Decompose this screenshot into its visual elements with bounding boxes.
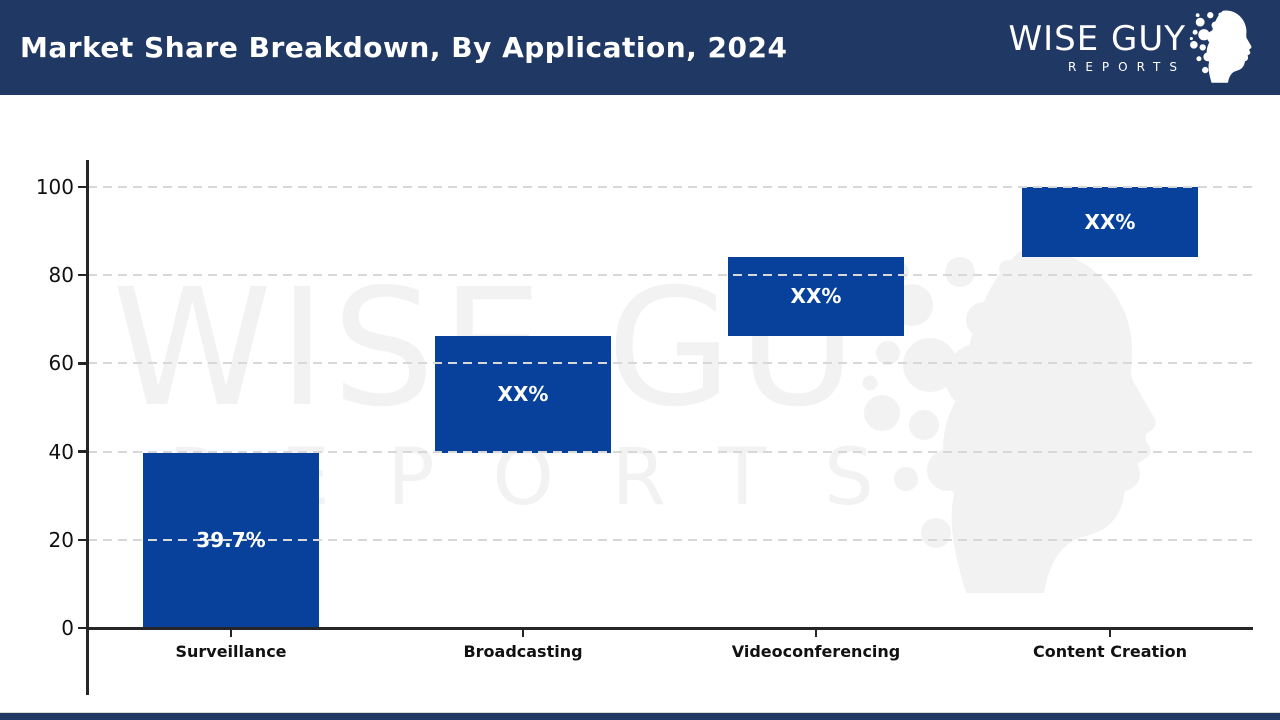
bar: [728, 256, 904, 336]
brand-subtitle: REPORTS: [1067, 59, 1186, 74]
y-axis-line: [86, 160, 89, 695]
watermark-head-icon: [862, 249, 1156, 593]
brand-text: WISE GUY REPORTS: [1008, 22, 1186, 74]
y-tick-mark: [78, 538, 86, 541]
y-tick-label: 0: [61, 616, 74, 640]
bar-value-label: XX%: [790, 284, 842, 309]
x-tick-label: Broadcasting: [463, 642, 583, 661]
y-tick-label: 20: [48, 527, 74, 552]
x-tick-mark: [521, 629, 525, 637]
y-tick-mark: [78, 626, 86, 630]
y-tick-mark: [78, 362, 86, 365]
x-tick-mark: [229, 629, 233, 637]
page-title: Market Share Breakdown, By Application, …: [20, 31, 788, 64]
bar-value-label: XX%: [1084, 209, 1136, 234]
logo-head-icon: [1189, 10, 1252, 83]
brand-logo: WISE GUY REPORTS: [1008, 7, 1262, 89]
y-tick-label: 80: [48, 263, 74, 287]
x-axis-line: [86, 627, 1253, 630]
gridline: [88, 362, 1252, 365]
y-tick-mark: [78, 450, 86, 453]
brand-name: WISE GUY: [1008, 18, 1186, 59]
y-tick-label: 40: [48, 439, 74, 464]
gridline: [88, 274, 1252, 276]
header-bar: Market Share Breakdown, By Application, …: [0, 0, 1280, 95]
y-tick-label: 100: [35, 174, 74, 199]
gridline: [88, 185, 1252, 188]
gridline: [88, 450, 1252, 453]
y-tick-label: 60: [48, 351, 74, 376]
footer-bar: [0, 712, 1280, 720]
bar-value-label: 39.7%: [196, 528, 266, 553]
x-tick-label: Surveillance: [175, 642, 287, 661]
y-tick-mark: [78, 185, 86, 188]
x-tick-label: Videoconferencing: [731, 642, 901, 661]
bar: [1022, 186, 1198, 257]
x-tick-mark: [1108, 629, 1112, 637]
x-tick-mark: [814, 629, 818, 637]
y-tick-mark: [78, 273, 86, 277]
chart-area: WISE GU REPORTS 0 20 40 60 80 100 39.7% Surveil…: [0, 95, 1280, 713]
gridline: [88, 538, 1252, 541]
bar-value-label: XX%: [497, 382, 549, 407]
bar: [435, 335, 611, 453]
x-tick-label: Content Creation: [1032, 642, 1188, 661]
